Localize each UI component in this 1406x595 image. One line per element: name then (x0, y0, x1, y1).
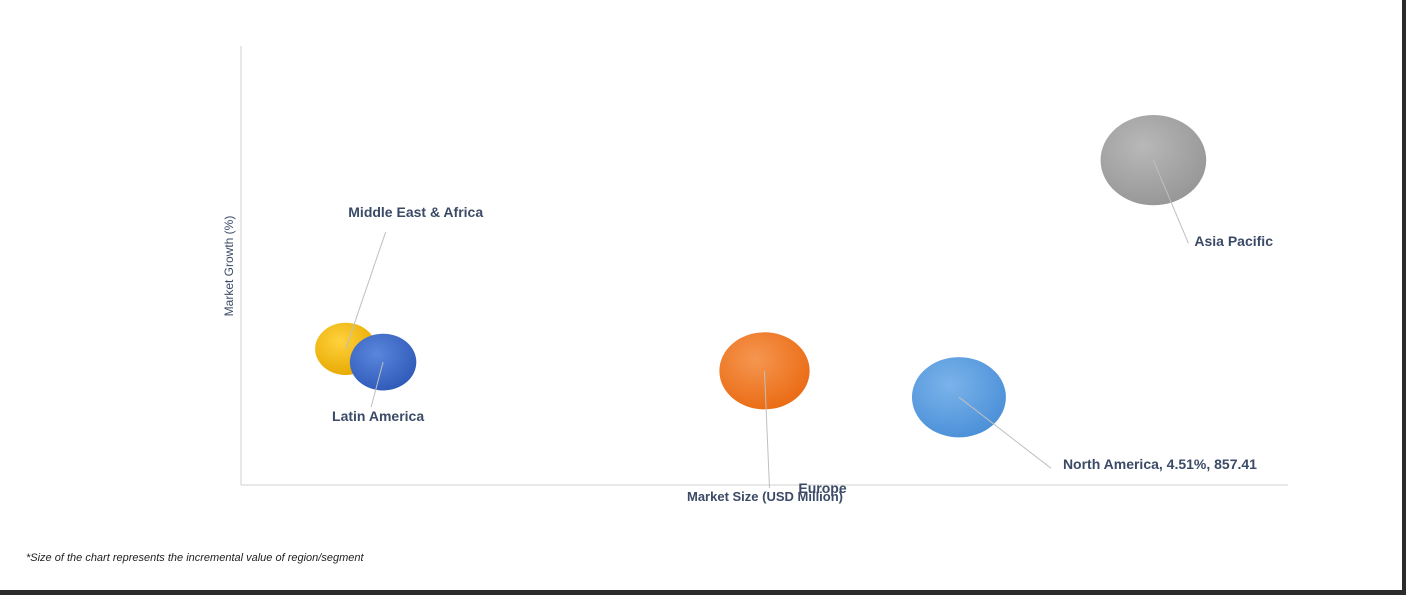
leader-line-middle-east-africa (345, 231, 387, 350)
bubbles-group (315, 115, 1207, 438)
leader-line-asia-pacific (1152, 159, 1189, 244)
data-label-north-america: North America, 4.51%, 857.41 (1063, 456, 1257, 472)
data-label-middle-east-africa: Middle East & Africa (348, 204, 483, 220)
data-label-asia-pacific: Asia Pacific (1194, 233, 1273, 249)
leader-lines-group (345, 159, 1189, 488)
data-label-europe: Europe (798, 480, 846, 496)
chart-footnote: *Size of the chart represents the increm… (26, 552, 364, 564)
leader-line-latin-america (370, 361, 384, 408)
leader-line-north-america (958, 396, 1052, 469)
y-axis-label: Market Growth (%) (222, 216, 236, 317)
x-axis-label: Market Size (USD Million) (687, 489, 843, 504)
labels-group: Middle East & Africa Latin America Europe N… (332, 204, 1273, 496)
bubble-latin-america (349, 333, 417, 391)
data-label-latin-america: Latin America (332, 408, 424, 424)
leader-line-europe (764, 370, 770, 488)
